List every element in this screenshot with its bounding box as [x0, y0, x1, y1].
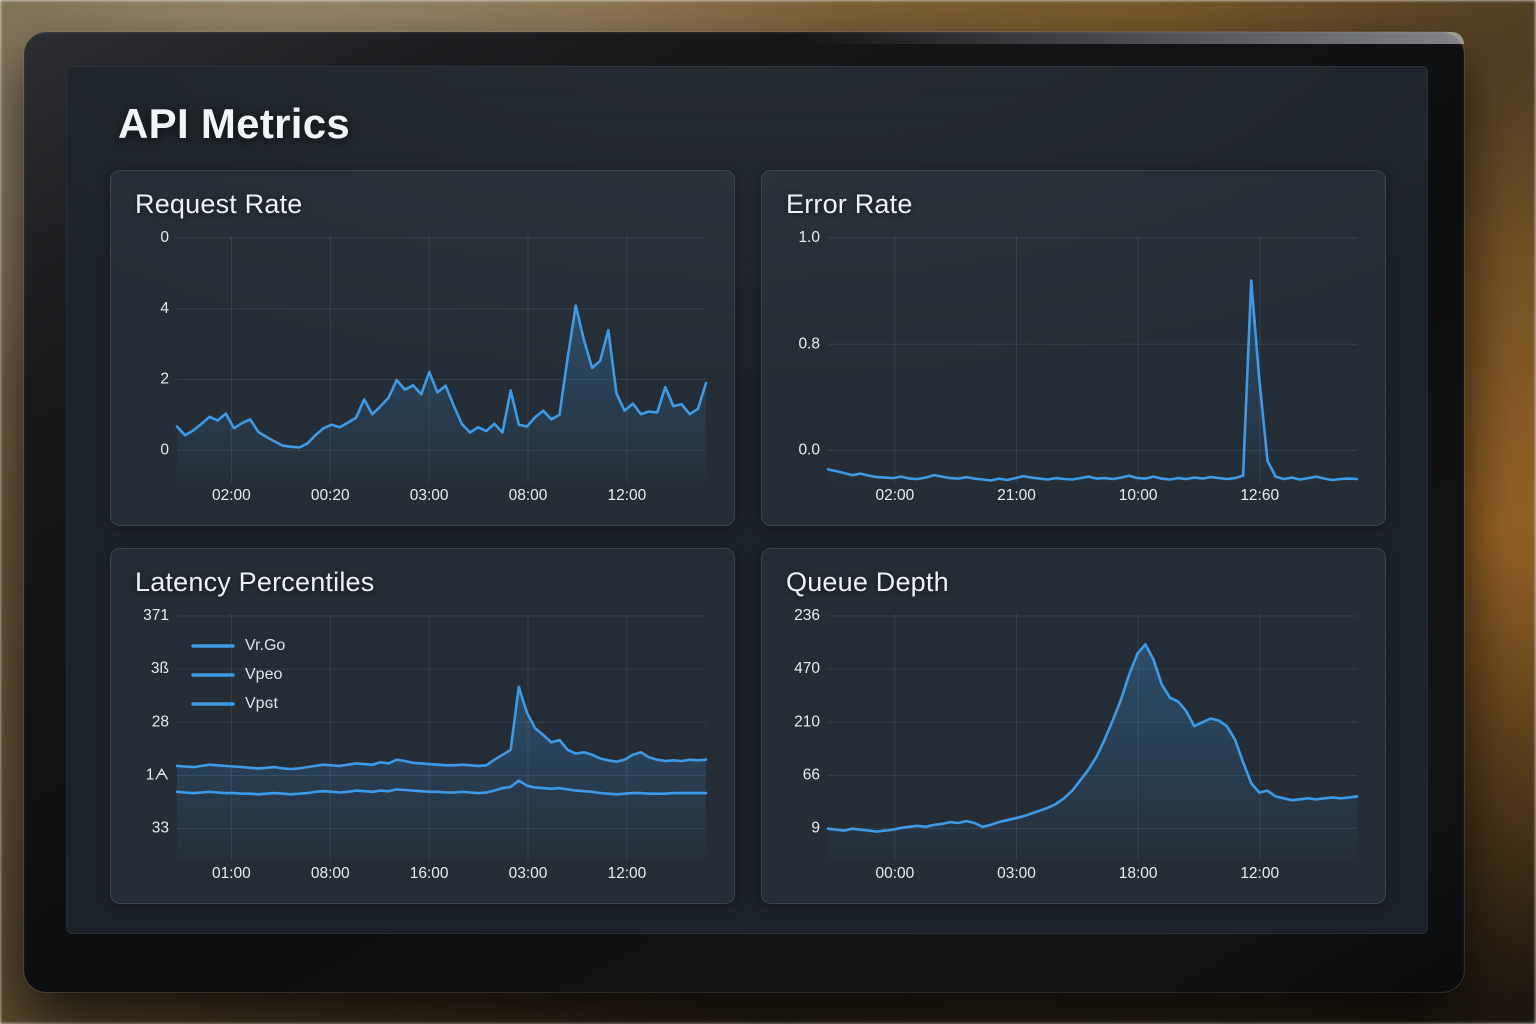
chart-svg-error-rate: 1.0 0.8 0.0 02:00 21:00 10:00 12:60: [798, 229, 1359, 504]
y-tick-label: 66: [803, 766, 820, 783]
x-tick-label: 00:20: [311, 487, 350, 504]
panel-request-rate[interactable]: Request Rate 0 4 2 0 02:00 00:20 03:00 08:00 12:…: [110, 170, 735, 526]
x-tick-label: 03:00: [509, 865, 548, 882]
y-tick-label: 3ß: [151, 660, 169, 677]
panel-grid: Request Rate 0 4 2 0 02:00 00:20 03:00 08:00 12:…: [110, 170, 1386, 904]
series-line-Vpeo: [175, 779, 708, 796]
x-tick-label: 02:00: [875, 487, 914, 504]
x-tick-label: 10:00: [1119, 487, 1158, 504]
y-tick-label: 33: [152, 820, 169, 837]
chart-svg-latency-percentiles: 371 3ß 28 1ᗅ 33 01:00 08:00 16:00 03:00 12:00 Vr.G…: [143, 607, 708, 882]
x-tick-label: 08:00: [509, 487, 548, 504]
x-tick-label: 12:00: [607, 487, 646, 504]
x-tick-label: 08:00: [311, 865, 350, 882]
x-tick-label: 00:00: [875, 865, 914, 882]
chart-svg-request-rate: 0 4 2 0 02:00 00:20 03:00 08:00 12:00: [160, 229, 708, 504]
y-tick-label: 1ᗅ: [146, 766, 170, 783]
x-tick-label: 16:00: [410, 865, 449, 882]
y-tick-label: 4: [160, 300, 169, 317]
x-tick-label: 12:60: [1240, 487, 1279, 504]
monitor-bezel: API Metrics Request Rate 0 4 2 0 02:00 00:20 0…: [24, 32, 1464, 992]
y-tick-label: 371: [143, 607, 169, 624]
panel-title-queue-depth: Queue Depth: [786, 567, 949, 597]
legend-label[interactable]: Vpɢt: [245, 695, 279, 712]
series-line-requests: [175, 304, 708, 449]
chart-svg-queue-depth: 236 470 210 66 9 00:00 03:00 18:00 12:00: [794, 607, 1359, 882]
series-line-Vr.Go: [175, 685, 708, 771]
chart-request-rate[interactable]: 0 4 2 0 02:00 00:20 03:00 08:00 12:00: [131, 226, 714, 511]
series-area: [828, 280, 1357, 483]
y-tick-label: 0.8: [798, 335, 820, 352]
y-tick-label: 28: [152, 713, 169, 730]
legend-label[interactable]: Vr.Go: [245, 637, 285, 654]
x-tick-label: 18:00: [1119, 865, 1158, 882]
x-tick-label: 03:00: [410, 487, 449, 504]
series-line-errors: [826, 279, 1359, 482]
panel-queue-depth[interactable]: Queue Depth 236 470 210 66 9 00:00 03:00 18:00 1…: [761, 548, 1386, 904]
y-tick-label: 0: [160, 229, 169, 246]
y-tick-label: 9: [811, 820, 820, 837]
chart-queue-depth[interactable]: 236 470 210 66 9 00:00 03:00 18:00 12:00: [782, 604, 1365, 889]
x-tick-label: 01:00: [212, 865, 251, 882]
panel-title-latency-percentiles: Latency Percentiles: [135, 567, 375, 597]
panel-error-rate[interactable]: Error Rate 1.0 0.8 0.0 02:00 21:00 10:00 12:60: [761, 170, 1386, 526]
x-tick-label: 03:00: [997, 865, 1036, 882]
y-tick-label: 0: [160, 442, 169, 459]
y-tick-label: 1.0: [798, 229, 820, 246]
y-tick-label: 236: [794, 607, 820, 624]
series-line-queue: [826, 643, 1359, 833]
x-tick-label: 02:00: [212, 487, 251, 504]
y-tick-label: 0.0: [798, 442, 820, 459]
chart-error-rate[interactable]: 1.0 0.8 0.0 02:00 21:00 10:00 12:60: [782, 226, 1365, 511]
x-tick-label: 12:00: [1240, 865, 1279, 882]
legend-label[interactable]: Vpeo: [245, 666, 282, 683]
dashboard-root: API Metrics Request Rate 0 4 2 0 02:00 00:20 0…: [66, 66, 1428, 934]
x-tick-label: 21:00: [997, 487, 1036, 504]
panel-title-request-rate: Request Rate: [135, 189, 303, 219]
y-tick-label: 2: [160, 371, 169, 388]
monitor-screen: API Metrics Request Rate 0 4 2 0 02:00 00:20 0…: [66, 66, 1428, 934]
series-area: [177, 686, 706, 861]
panel-latency-percentiles[interactable]: Latency Percentiles 371 3ß 28 1ᗅ 33 01:00 08:0…: [110, 548, 735, 904]
panel-title-error-rate: Error Rate: [786, 189, 913, 219]
y-tick-label: 470: [794, 660, 820, 677]
page-title: API Metrics: [118, 100, 351, 147]
series-area: [177, 305, 706, 483]
y-tick-label: 210: [794, 713, 820, 730]
series-area: [828, 644, 1357, 861]
x-tick-label: 12:00: [607, 865, 646, 882]
chart-latency-percentiles[interactable]: 371 3ß 28 1ᗅ 33 01:00 08:00 16:00 03:00 12:00 Vr.G…: [131, 604, 714, 889]
